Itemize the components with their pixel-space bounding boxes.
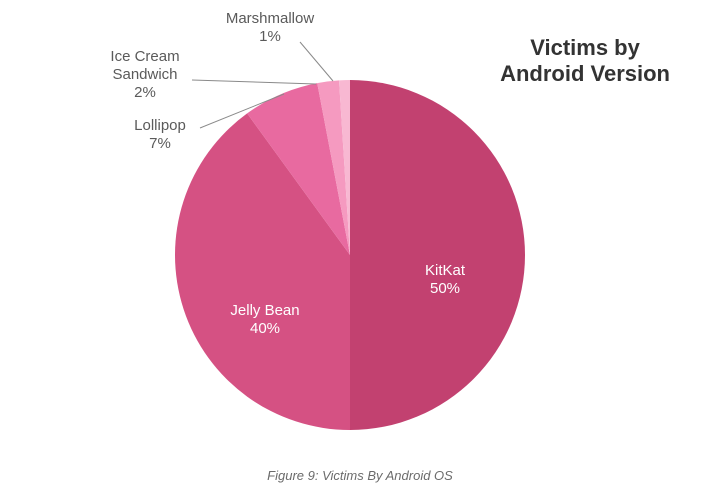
slice-label-lollipop: Lollipop 7% — [134, 117, 186, 153]
slice-label-kitkat: KitKat 50% — [425, 262, 465, 298]
pie-slice-kitkat — [350, 80, 525, 430]
slice-label-jelly-bean: Jelly Bean 40% — [230, 302, 299, 338]
leader-line — [192, 80, 316, 84]
pie-chart — [0, 0, 720, 503]
slice-label-ice-cream-sandwich: Ice Cream Sandwich 2% — [110, 48, 179, 102]
slice-label-marshmallow: Marshmallow 1% — [226, 10, 314, 46]
chart-caption: Figure 9: Victims By Android OS — [0, 468, 720, 483]
leader-line — [300, 42, 333, 81]
pie-chart-container: Victims by Android Version KitKat 50%Jel… — [0, 0, 720, 503]
